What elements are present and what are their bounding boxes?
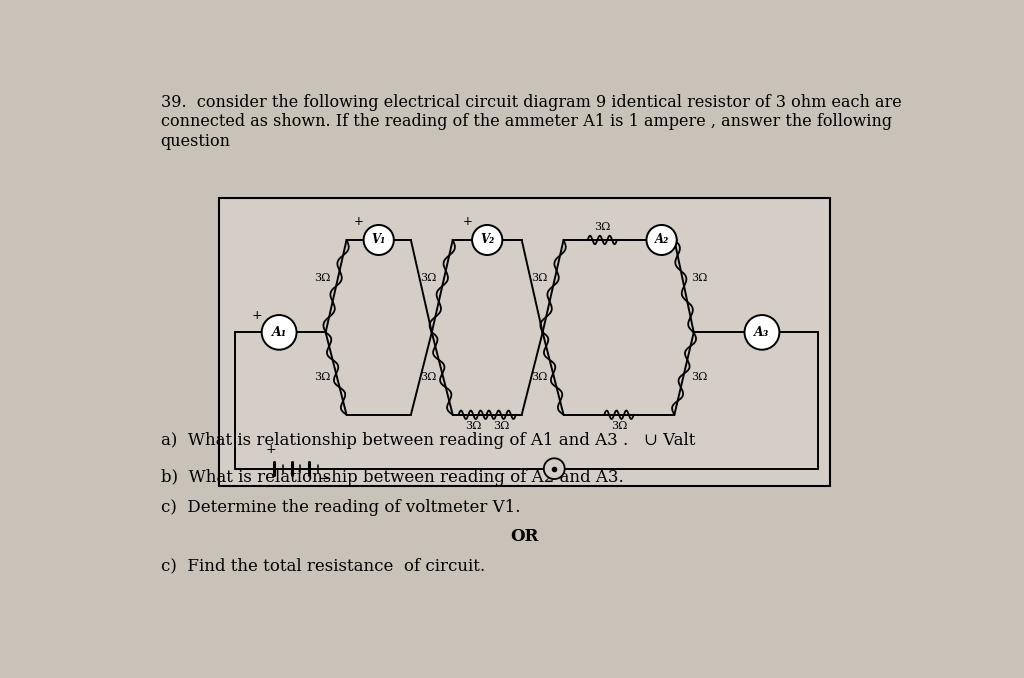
Text: 3Ω: 3Ω [691, 372, 708, 382]
Text: 3Ω: 3Ω [314, 273, 331, 283]
Text: +: + [266, 443, 276, 456]
Text: OR: OR [511, 528, 539, 545]
Text: A₂: A₂ [654, 233, 669, 247]
Text: 3Ω: 3Ω [465, 420, 481, 431]
Circle shape [472, 225, 503, 255]
Text: 39.  consider the following electrical circuit diagram 9 identical resistor of 3: 39. consider the following electrical ci… [161, 94, 901, 150]
Text: a)  What is relationship between reading of A1 and A3 .   ∪ Valt: a) What is relationship between reading … [161, 433, 695, 450]
Text: 3Ω: 3Ω [531, 273, 547, 283]
Text: A₃: A₃ [755, 326, 770, 339]
Circle shape [646, 225, 677, 255]
Text: −: − [318, 471, 332, 485]
Text: c)  Determine the reading of voltmeter V1.: c) Determine the reading of voltmeter V1… [161, 500, 520, 517]
Text: 3Ω: 3Ω [493, 420, 509, 431]
Text: 3Ω: 3Ω [420, 372, 436, 382]
Text: b)  What is relationship between reading of A2 and A3.: b) What is relationship between reading … [161, 468, 624, 485]
Text: 3Ω: 3Ω [594, 222, 610, 232]
Text: 3Ω: 3Ω [531, 372, 547, 382]
Circle shape [544, 458, 564, 479]
FancyBboxPatch shape [219, 197, 830, 486]
Text: V₂: V₂ [480, 233, 495, 247]
Text: +: + [463, 216, 472, 228]
Text: c)  Find the total resistance  of circuit.: c) Find the total resistance of circuit. [161, 557, 484, 574]
Text: +: + [251, 308, 262, 321]
Text: 3Ω: 3Ω [691, 273, 708, 283]
Text: +: + [354, 216, 364, 228]
Circle shape [744, 315, 779, 350]
Text: 3Ω: 3Ω [420, 273, 436, 283]
Text: V₁: V₁ [372, 233, 386, 247]
Circle shape [364, 225, 394, 255]
Circle shape [262, 315, 297, 350]
Text: A₁: A₁ [271, 326, 287, 339]
Text: 3Ω: 3Ω [610, 420, 627, 431]
Text: 3Ω: 3Ω [314, 372, 331, 382]
